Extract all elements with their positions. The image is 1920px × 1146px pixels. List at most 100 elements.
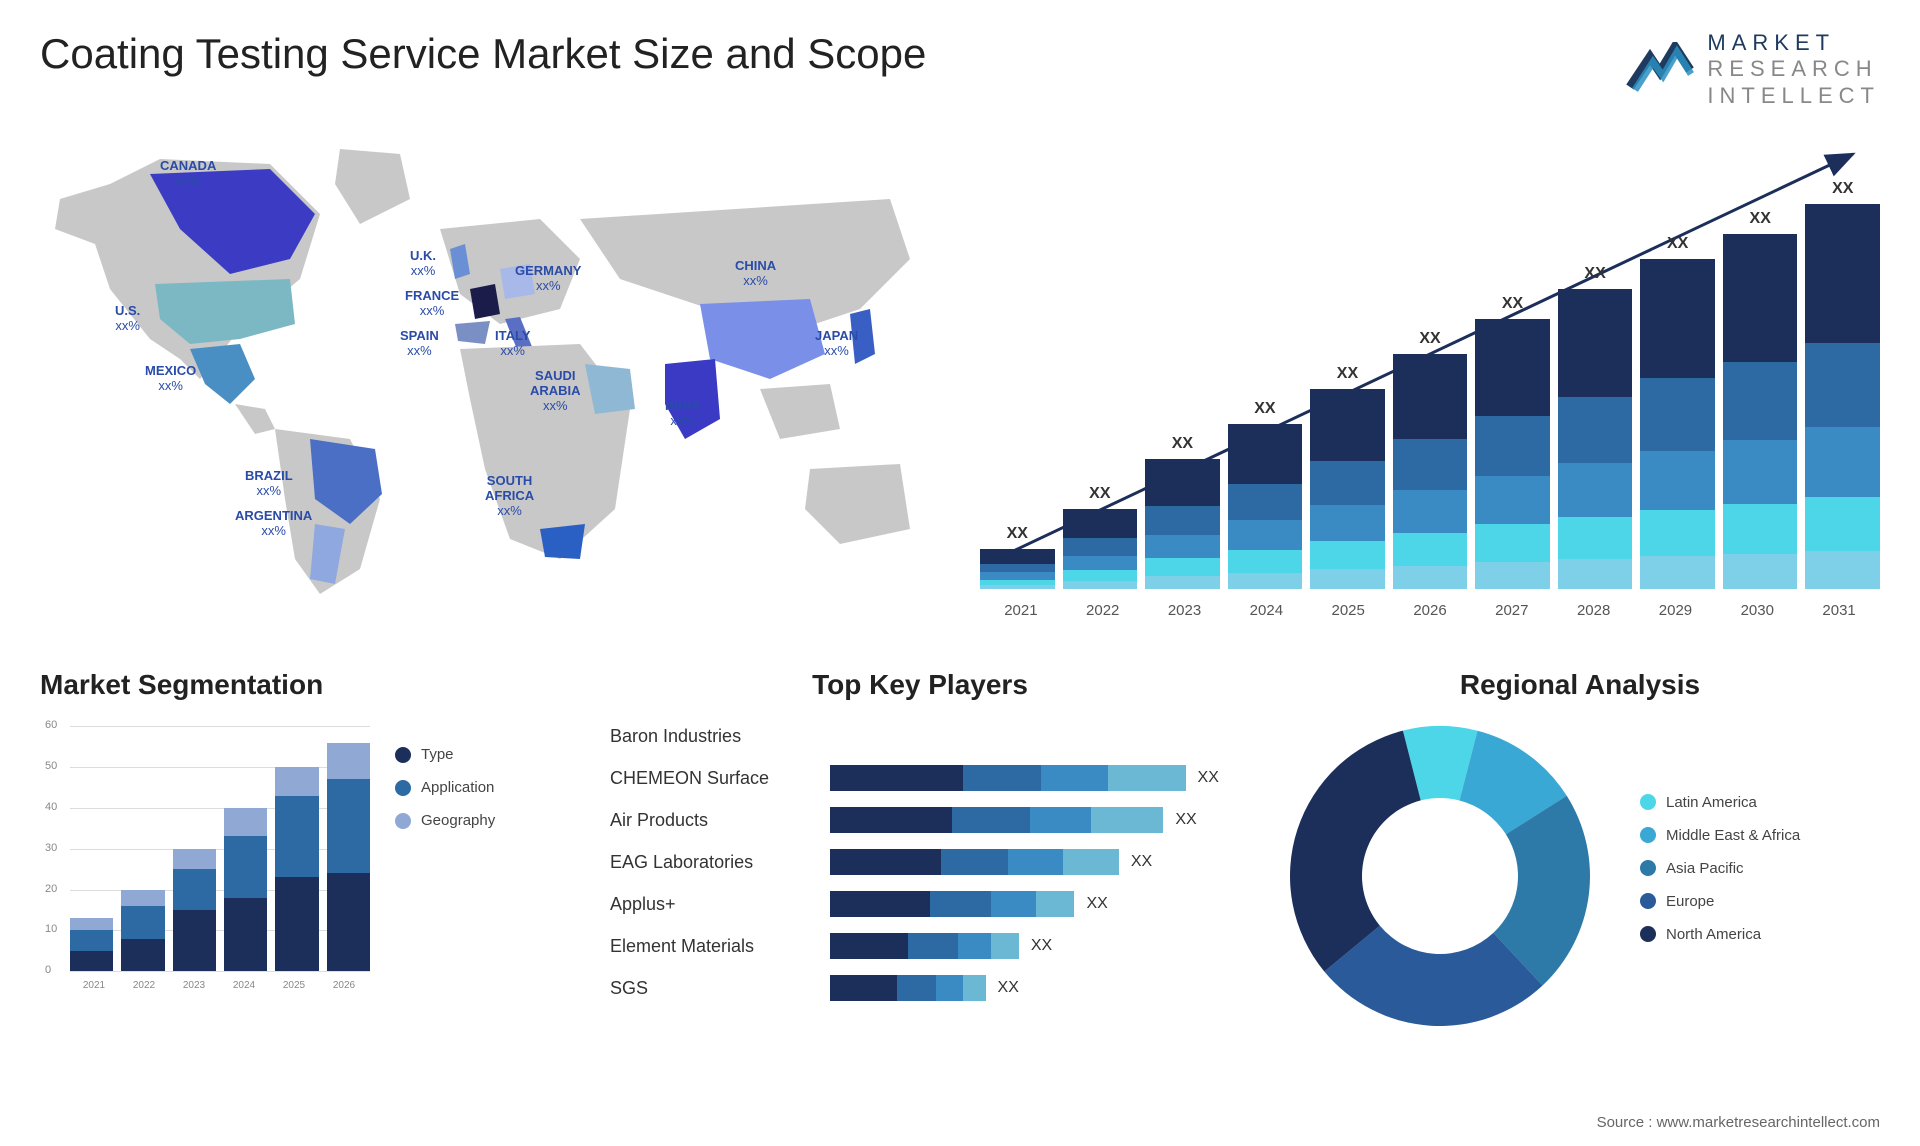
player-name: Air Products [610,810,830,831]
seg-x-label: 2022 [129,980,159,991]
logo-line1: MARKET [1707,30,1880,56]
player-value: XX [1031,937,1052,955]
growth-bar-2029: XX [1640,235,1715,589]
growth-bar-value: XX [1832,180,1853,198]
map-label-mexico: MEXICOxx% [145,364,196,394]
growth-bar-value: XX [1254,400,1275,418]
seg-legend-item: Geography [395,812,560,829]
player-row: Element Materials XX [610,926,1230,966]
growth-bar-2021: XX [980,525,1055,589]
segmentation-chart: 0102030405060202120222023202420252026 [40,716,370,996]
growth-x-label: 2021 [1001,602,1041,619]
map-label-france: FRANCExx% [405,289,459,319]
growth-x-label: 2030 [1737,602,1777,619]
seg-y-tick: 0 [45,964,51,976]
player-value: XX [1175,811,1196,829]
growth-bar-2027: XX [1475,295,1550,589]
map-label-china: CHINAxx% [735,259,776,289]
growth-bar-2026: XX [1393,330,1468,589]
growth-bar-value: XX [1337,365,1358,383]
seg-bar-2023 [173,849,216,971]
regional-donut [1280,716,1600,1036]
growth-bar-value: XX [1172,435,1193,453]
player-value: XX [1086,895,1107,913]
world-map: CANADAxx%U.S.xx%MEXICOxx%BRAZILxx%ARGENT… [40,129,940,629]
regional-legend-item: Middle East & Africa [1640,827,1880,844]
player-name: Baron Industries [610,726,830,747]
player-row: Baron Industries [610,716,1230,756]
player-value: XX [1198,769,1219,787]
seg-y-tick: 10 [45,923,57,935]
logo-line3: INTELLECT [1707,83,1880,109]
player-row: CHEMEON SurfaceXX [610,758,1230,798]
growth-bar-2023: XX [1145,435,1220,589]
growth-x-label: 2026 [1410,602,1450,619]
growth-bar-value: XX [1584,265,1605,283]
seg-y-tick: 60 [45,719,57,731]
player-row: EAG Laboratories XX [610,842,1230,882]
growth-x-label: 2028 [1574,602,1614,619]
player-row: Applus+ XX [610,884,1230,924]
seg-x-label: 2024 [229,980,259,991]
map-label-argentina: ARGENTINAxx% [235,509,312,539]
players-chart: Baron IndustriesCHEMEON SurfaceXXAir Pro… [610,716,1230,1010]
growth-x-label: 2024 [1246,602,1286,619]
growth-bar-2022: XX [1063,485,1138,589]
player-value: XX [998,979,1019,997]
logo-icon [1625,42,1695,97]
growth-bar-value: XX [1007,525,1028,543]
growth-bar-value: XX [1419,330,1440,348]
map-label-italy: ITALYxx% [495,329,530,359]
map-label-saudi-arabia: SAUDIARABIAxx% [530,369,581,414]
growth-x-label: 2027 [1492,602,1532,619]
segmentation-title: Market Segmentation [40,669,560,701]
growth-x-label: 2025 [1328,602,1368,619]
segmentation-legend: TypeApplicationGeography [370,716,560,1049]
map-label-japan: JAPANxx% [815,329,858,359]
growth-bar-2028: XX [1558,265,1633,589]
growth-x-label: 2023 [1165,602,1205,619]
source-attribution: Source : www.marketresearchintellect.com [1597,1114,1880,1131]
growth-bar-chart: XX XX XX XX XX XX XX XX XX XX XX 2021 2022 2023 2024 2… [980,129,1880,629]
seg-y-tick: 30 [45,842,57,854]
seg-y-tick: 50 [45,760,57,772]
growth-bar-value: XX [1750,210,1771,228]
player-name: Applus+ [610,894,830,915]
player-name: EAG Laboratories [610,852,830,873]
regional-legend: Latin AmericaMiddle East & AfricaAsia Pa… [1640,794,1880,959]
logo-line2: RESEARCH [1707,56,1880,82]
growth-x-label: 2031 [1819,602,1859,619]
seg-x-label: 2021 [79,980,109,991]
growth-bar-2025: XX [1310,365,1385,589]
seg-x-label: 2026 [329,980,359,991]
growth-bar-2024: XX [1228,400,1303,589]
seg-legend-item: Application [395,779,560,796]
seg-bar-2021 [70,918,113,971]
player-value: XX [1131,853,1152,871]
seg-bar-2025 [275,767,318,971]
seg-x-label: 2025 [279,980,309,991]
player-name: Element Materials [610,936,830,957]
growth-bar-2031: XX [1805,180,1880,589]
regional-title: Regional Analysis [1280,669,1880,701]
seg-x-label: 2023 [179,980,209,991]
player-row: Air Products XX [610,800,1230,840]
map-label-brazil: BRAZILxx% [245,469,293,499]
donut-slice-north-america [1290,731,1421,972]
seg-bar-2024 [224,808,267,971]
growth-bar-value: XX [1089,485,1110,503]
growth-bar-value: XX [1502,295,1523,313]
player-name: SGS [610,978,830,999]
regional-legend-item: Europe [1640,893,1880,910]
regional-legend-item: Latin America [1640,794,1880,811]
growth-bar-2030: XX [1723,210,1798,589]
regional-legend-item: North America [1640,926,1880,943]
map-label-spain: SPAINxx% [400,329,439,359]
growth-x-label: 2029 [1655,602,1695,619]
map-label-south-africa: SOUTHAFRICAxx% [485,474,534,519]
growth-bar-value: XX [1667,235,1688,253]
seg-y-tick: 40 [45,801,57,813]
map-label-u-k-: U.K.xx% [410,249,436,279]
page-title: Coating Testing Service Market Size and … [40,30,926,78]
growth-x-label: 2022 [1083,602,1123,619]
